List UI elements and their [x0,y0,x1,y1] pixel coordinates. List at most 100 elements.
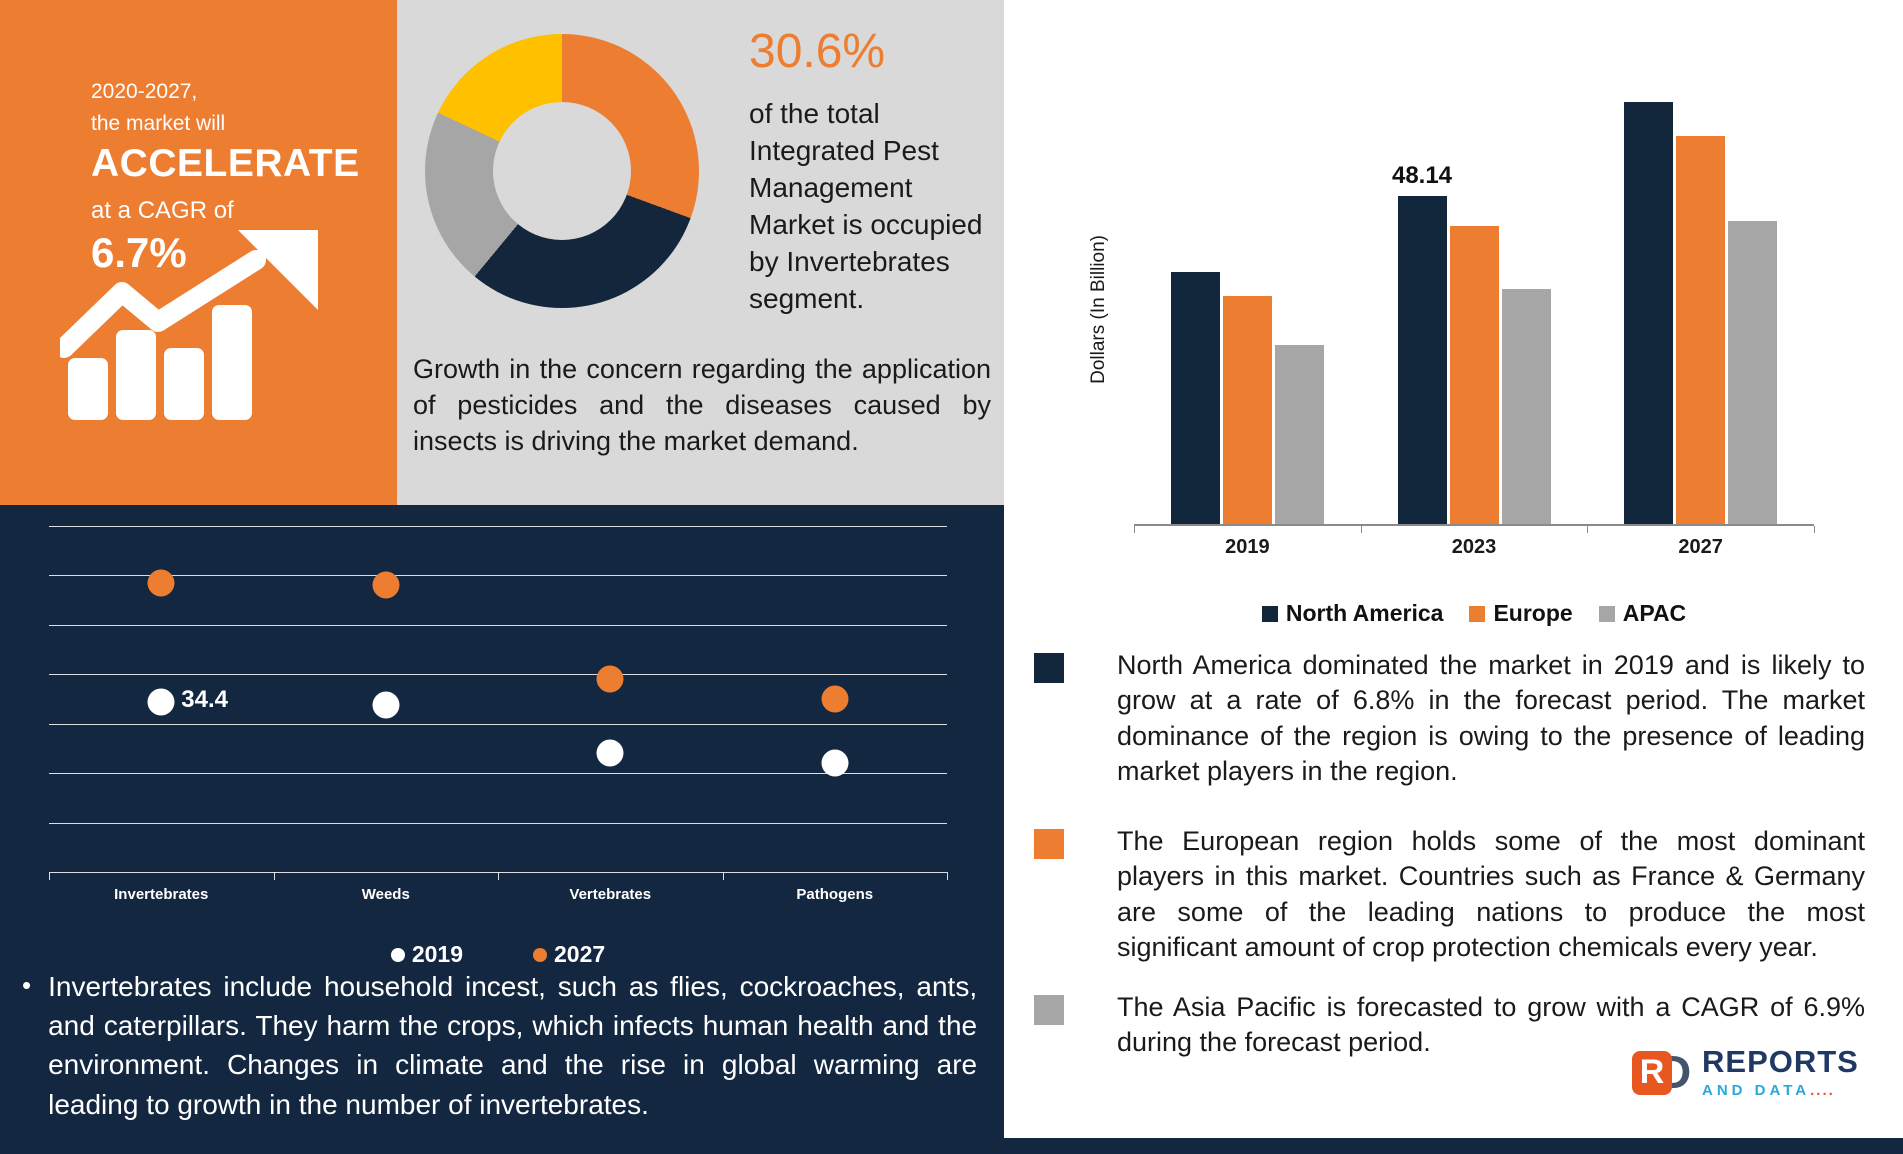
axis-tick [49,872,50,880]
stat-value: 30.6% [749,25,886,78]
legend-swatch-2019 [390,947,405,962]
insight-text-europe: The European region holds some of the mo… [1117,826,1865,963]
invertebrates-note: • Invertebrates include household incest… [22,967,977,1124]
bar-plot-area: 2019 2023 2027 48.14 [1134,95,1815,558]
legend-item-europe: Europe [1469,600,1573,627]
insight-north-america: North America dominated the market in 20… [1034,648,1865,789]
market-driver-paragraph: Growth in the concern regarding the appl… [413,354,991,456]
data-dot-2027-pathogens [821,685,849,713]
data-dot-2019-weeds [372,691,400,719]
data-dot-2027-invertebrates [147,569,175,597]
data-point-label: 34.4 [181,685,228,713]
legend-item-2019: 2019 [390,941,463,968]
y-axis-label-wrap: Dollars (In Billion) [1088,95,1110,524]
data-bar-apac-2023 [1501,289,1551,524]
grid-line [49,723,947,725]
insight-swatch-europe [1034,829,1064,859]
data-dot-2027-weeds [372,571,400,599]
bar-category-2023: 2023 [1451,536,1497,558]
accelerate-panel: 2020-2027, the market will ACCELERATE at… [0,0,397,505]
data-bar-apac-2027 [1728,220,1778,524]
bottom-strip [1004,1138,1903,1154]
cagr-value: 6.7% [91,229,187,277]
category-label-weeds: Weeds [361,886,410,903]
axis-tick [1587,526,1589,533]
category-label-vertebrates: Vertebrates [569,886,652,903]
data-bar-north-america-2019 [1170,272,1220,524]
axis-tick [1814,526,1815,533]
period-text: 2020-2027, [91,80,198,103]
bar-category-2019: 2019 [1225,536,1270,558]
logo-tagline-text: AND DATA [1702,1082,1811,1099]
axis-tick [947,872,948,880]
legend-item-north-america: North America [1261,600,1444,627]
legend-swatch-2027 [533,947,547,962]
data-bar-apac-2019 [1274,344,1324,524]
donut-chart [425,34,699,308]
legend-label-2019: 2019 [411,941,463,967]
bullet-marker: • [22,970,32,1000]
category-label-invertebrates: Invertebrates [114,886,209,903]
cagr-caption: at a CAGR of [91,196,234,224]
grid-line [49,773,947,775]
insight-swatch-north-america [1034,653,1064,683]
logo-text: REPORTS AND DATA.... [1702,1046,1859,1099]
legend-swatch-apac [1598,605,1615,622]
insight-europe: The European region holds some of the mo… [1034,824,1865,965]
legend-swatch-europe [1469,605,1486,622]
insight-swatch-apac [1034,995,1064,1025]
regional-panel: Dollars (In Billion) 2019 2023 2027 48.1… [1004,0,1903,1154]
invertebrates-note-text: Invertebrates include household incest, … [48,971,978,1120]
logo-tagline: AND DATA.... [1702,1082,1859,1099]
insight-text-apac: The Asia Pacific is forecasted to grow w… [1117,992,1865,1058]
data-dot-2019-invertebrates [147,688,175,716]
grid-line [49,575,947,577]
data-bar-europe-2027 [1676,135,1726,524]
data-dot-2019-pathogens [821,749,849,777]
data-dot-2027-vertebrates [596,665,624,693]
logo-mark-icon: D R [1632,1046,1692,1098]
stat-caption: of the total Integrated Pest Management … [749,98,983,314]
data-dot-2019-vertebrates [596,739,624,767]
logo-dots: .... [1810,1082,1835,1099]
insight-apac: The Asia Pacific is forecasted to grow w… [1034,990,1865,1061]
legend-swatch-north-america [1261,605,1278,622]
axis-tick [273,872,275,880]
segment-panel: Invertebrates Weeds Vertebrates Pathogen… [0,505,1004,1154]
growth-chart-icon [60,230,318,420]
grid-line [49,526,947,527]
axis-tick [498,872,499,880]
legend-label-apac: APAC [1622,600,1687,626]
axis-tick [722,872,724,880]
logo-name: REPORTS [1702,1044,1859,1079]
legend-label-2027: 2027 [554,941,606,967]
insight-text-north-america: North America dominated the market in 20… [1117,650,1865,787]
data-bar-north-america-2027 [1624,101,1674,524]
data-bar-europe-2023 [1449,225,1499,524]
grid-line [49,822,947,824]
legend-label-north-america: North America [1285,600,1444,626]
bar-category-2027: 2027 [1678,536,1723,558]
legend-item-apac: APAC [1598,600,1687,627]
legend-item-2027: 2027 [533,941,605,968]
axis-tick [1134,526,1135,533]
reports-and-data-logo: D R REPORTS AND DATA.... [1632,1046,1859,1099]
bar-chart-legend: North America Europe APAC [1134,600,1814,627]
data-bar-north-america-2023 [1397,196,1447,524]
axis-tick [1360,526,1362,533]
grid-line [49,674,947,676]
dot-plot-legend: 2019 2027 [49,941,947,968]
accelerate-text-block: 2020-2027, the market will ACCELERATE at… [91,76,360,277]
grid-line [49,624,947,626]
donut-panel: 30.6% of the total Integrated Pest Manag… [397,0,1004,505]
legend-label-europe: Europe [1493,600,1573,626]
market-will-text: the market will [91,111,226,135]
category-label-pathogens: Pathogens [796,886,874,903]
y-axis-label: Dollars (In Billion) [1088,235,1109,384]
logo-mark-r: R [1632,1050,1672,1095]
accelerate-headline: ACCELERATE [91,142,360,185]
data-point-label: 48.14 [1391,162,1453,190]
dot-plot-area: Invertebrates Weeds Vertebrates Pathogen… [49,526,948,903]
data-bar-europe-2019 [1222,295,1272,524]
